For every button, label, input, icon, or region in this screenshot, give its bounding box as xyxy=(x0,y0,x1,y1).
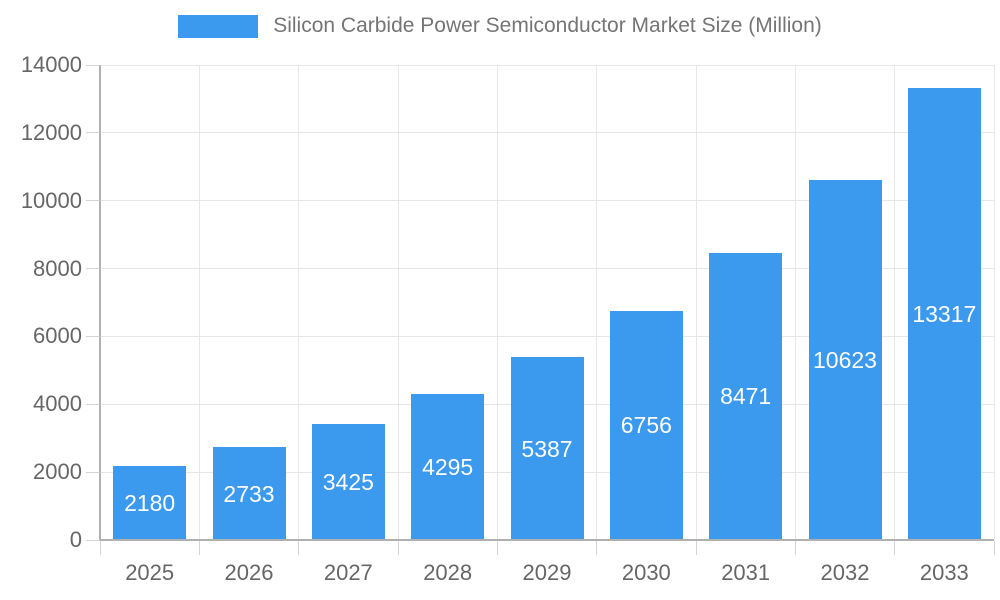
bar-value-label: 10623 xyxy=(813,346,877,373)
y-axis-tick xyxy=(86,539,100,541)
y-axis-tick xyxy=(86,335,100,337)
v-gridline xyxy=(397,65,399,540)
y-axis-tick xyxy=(86,200,100,202)
x-axis-tick xyxy=(894,541,896,555)
bar-2025[interactable] xyxy=(113,466,187,540)
x-axis-tick xyxy=(596,541,598,555)
bar-value-label: 3425 xyxy=(322,468,374,495)
y-axis-label: 6000 xyxy=(33,323,82,349)
x-axis-tick xyxy=(198,541,200,555)
y-axis-tick xyxy=(86,132,100,134)
x-axis-label: 2026 xyxy=(224,560,274,585)
v-gridline xyxy=(496,65,498,540)
x-axis-tick xyxy=(794,541,796,555)
y-axis-label: 12000 xyxy=(20,119,82,145)
bar-2027[interactable] xyxy=(311,423,385,540)
v-gridline xyxy=(894,65,896,540)
legend[interactable]: Silicon Carbide Power Semiconductor Mark… xyxy=(0,14,1000,38)
x-axis-label: 2030 xyxy=(621,560,671,585)
y-axis-label: 8000 xyxy=(33,255,82,281)
bar-2032[interactable] xyxy=(808,179,882,540)
h-gridline xyxy=(100,64,994,66)
y-axis-tick xyxy=(86,64,100,66)
plot-area: 2180 2733 3425 4295 5387 6756 8471 10623 13317 xyxy=(99,64,995,541)
x-axis-label: 2025 xyxy=(125,560,175,585)
v-gridline xyxy=(794,65,796,540)
x-axis-label: 2033 xyxy=(919,560,969,585)
x-axis-line xyxy=(99,539,994,541)
bar-2030[interactable] xyxy=(609,310,683,540)
y-axis-label: 14000 xyxy=(20,52,82,77)
y-axis-tick xyxy=(86,268,100,270)
x-axis-label: 2032 xyxy=(820,560,870,585)
v-gridline xyxy=(695,65,697,540)
x-axis-tick xyxy=(496,541,498,555)
bar-2031[interactable] xyxy=(709,252,783,540)
bar-2026[interactable] xyxy=(212,447,286,540)
h-gridline xyxy=(100,132,994,134)
x-axis-tick xyxy=(298,541,300,555)
x-axis-label: 2027 xyxy=(323,560,373,585)
v-gridline xyxy=(596,65,598,540)
bar-value-label: 5387 xyxy=(521,435,573,462)
bar-2028[interactable] xyxy=(411,394,485,540)
x-axis-label: 2028 xyxy=(423,560,473,585)
bar-2029[interactable] xyxy=(510,357,584,540)
bar-value-label: 13317 xyxy=(912,301,977,328)
x-axis-label: 2031 xyxy=(721,560,771,585)
v-gridline xyxy=(993,65,995,540)
bar-value-label: 8471 xyxy=(720,383,772,410)
v-gridline xyxy=(198,65,200,540)
v-gridline xyxy=(298,65,300,540)
h-gridline xyxy=(100,268,994,270)
x-axis-tick xyxy=(993,541,995,555)
bar-value-label: 4295 xyxy=(422,454,474,481)
x-axis-tick xyxy=(99,541,101,555)
bar-value-label: 6756 xyxy=(620,412,672,439)
y-axis-label: 4000 xyxy=(33,391,82,417)
h-gridline xyxy=(100,335,994,337)
h-gridline xyxy=(100,200,994,202)
y-axis-tick xyxy=(86,471,100,473)
bar-value-label: 2180 xyxy=(124,490,176,517)
x-axis-tick xyxy=(397,541,399,555)
y-axis-tick xyxy=(86,403,100,405)
x-axis-label: 2029 xyxy=(522,560,572,585)
y-axis-label: 0 xyxy=(69,527,82,552)
y-axis-line xyxy=(99,65,101,540)
y-axis-label: 10000 xyxy=(20,187,82,213)
bar-value-label: 2733 xyxy=(223,480,275,507)
legend-label: Silicon Carbide Power Semiconductor Mark… xyxy=(273,14,822,37)
y-axis-label: 2000 xyxy=(33,459,82,485)
legend-swatch xyxy=(178,14,259,38)
x-axis-tick xyxy=(695,541,697,555)
bar-2033[interactable] xyxy=(907,88,981,540)
